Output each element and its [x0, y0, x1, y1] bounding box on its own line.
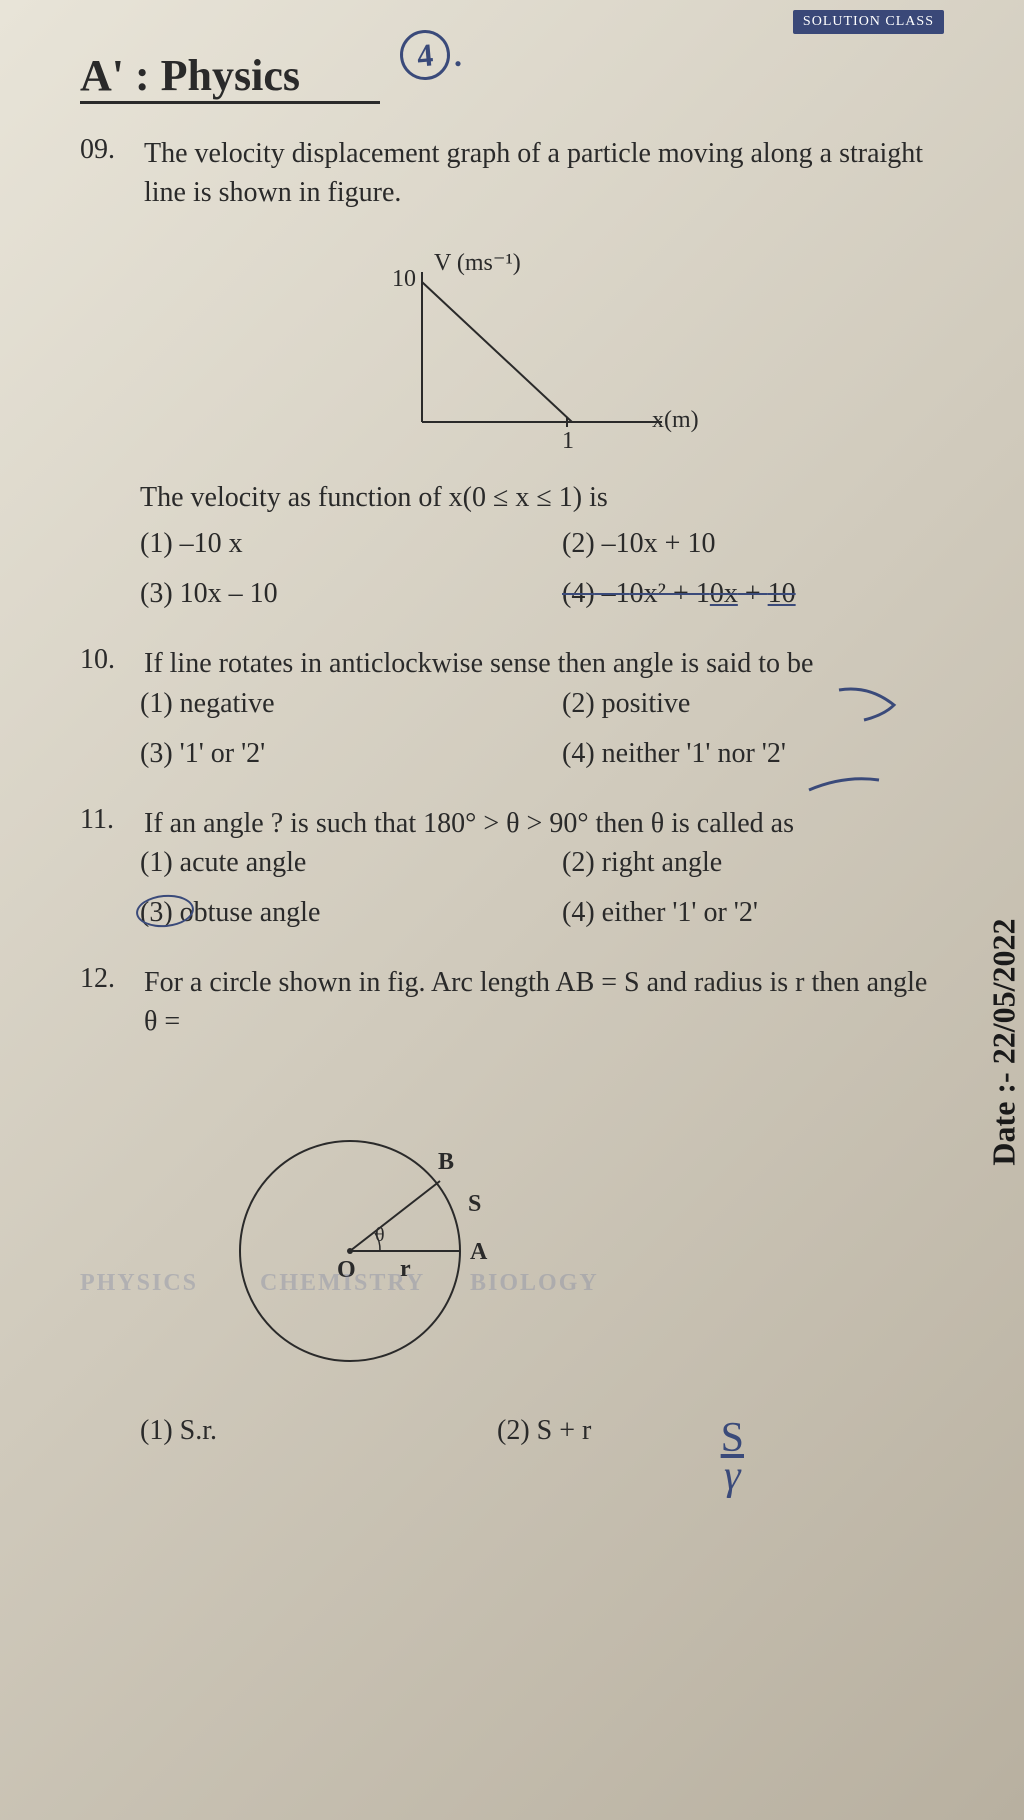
circle-annotation: 4	[398, 28, 452, 82]
svg-text:S: S	[468, 1191, 481, 1217]
q11-options: (1) acute angle (2) right angle (3) obtu…	[140, 843, 964, 933]
q9-opt1: (1) –10 x	[140, 524, 542, 564]
q9-options: (1) –10 x (2) –10x + 10 (3) 10x – 10 (4)…	[140, 524, 964, 614]
handwritten-page-number: 4.	[400, 30, 462, 80]
q12-opt2: (2) S + r	[497, 1411, 591, 1451]
q11-opt1: (1) acute angle	[140, 843, 542, 883]
q11-opt4: (4) either '1' or '2'	[562, 893, 964, 933]
watermark-chemistry: CHEMISTRY	[260, 1270, 425, 1297]
q10-opt4: (4) neither '1' nor '2'	[562, 734, 964, 774]
pen-curve-mark	[834, 680, 904, 730]
question-12: 12. For a circle shown in fig. Arc lengt…	[80, 963, 964, 1451]
q9-subtext: The velocity as function of x(0 ≤ x ≤ 1)…	[140, 482, 964, 514]
q11-opt2: (2) right angle	[562, 843, 964, 883]
q-number: 09.	[80, 134, 140, 166]
section-title: A' : Physics	[80, 50, 380, 104]
circle-svg: O r A B S θ	[220, 1101, 520, 1381]
velocity-graph: 10 V (ms⁻¹) 1 x(m)	[80, 242, 964, 462]
header: SOLUTION CLASS A' : Physics 4.	[80, 40, 964, 104]
q-number: 11.	[80, 804, 140, 836]
q-number: 10.	[80, 644, 140, 676]
q-text: If line rotates in anticlockwise sense t…	[144, 644, 928, 683]
date-label: Date :- 22/05/2022	[986, 919, 1023, 1166]
question-9: 09. The velocity displacement graph of a…	[80, 134, 964, 614]
page: SOLUTION CLASS A' : Physics 4. 09. The v…	[0, 0, 1024, 1820]
q10-opt3: (3) '1' or '2'	[140, 734, 542, 774]
q10-opt1: (1) negative	[140, 684, 542, 724]
watermark-biology: BIOLOGY	[470, 1270, 599, 1297]
q-text: For a circle shown in fig. Arc length AB…	[144, 963, 928, 1041]
q-text: If an angle ? is such that 180° > θ > 90…	[144, 804, 928, 843]
badge: SOLUTION CLASS	[793, 10, 944, 34]
q9-opt4: (4) –10x² + 10x + 10	[562, 574, 964, 614]
handwritten-answer: S γ	[721, 1420, 744, 1496]
pen-dash-mark	[804, 770, 884, 800]
watermark-physics: PHYSICS	[80, 1270, 198, 1297]
y-label: V (ms⁻¹)	[434, 250, 521, 276]
q12-opt1: (1) S.r.	[140, 1411, 217, 1451]
q11-opt3-circled: (3) obtuse angle	[140, 893, 542, 933]
x-label: x(m)	[652, 407, 699, 433]
x-value: 1	[562, 428, 574, 454]
q12-options: (1) S.r. (2) S + r	[140, 1411, 964, 1451]
graph-svg: 10 V (ms⁻¹) 1 x(m)	[342, 242, 702, 462]
q9-opt3: (3) 10x – 10	[140, 574, 542, 614]
question-10: 10. If line rotates in anticlockwise sen…	[80, 644, 964, 773]
circle-figure: O r A B S θ	[220, 1101, 964, 1381]
question-11: 11. If an angle ? is such that 180° > θ …	[80, 804, 964, 933]
q9-opt2: (2) –10x + 10	[562, 524, 964, 564]
svg-text:B: B	[438, 1149, 454, 1175]
y-value: 10	[392, 266, 416, 292]
q-text: The velocity displacement graph of a par…	[144, 134, 928, 212]
svg-text:A: A	[470, 1239, 488, 1265]
q-number: 12.	[80, 963, 140, 995]
svg-text:θ: θ	[375, 1224, 385, 1246]
